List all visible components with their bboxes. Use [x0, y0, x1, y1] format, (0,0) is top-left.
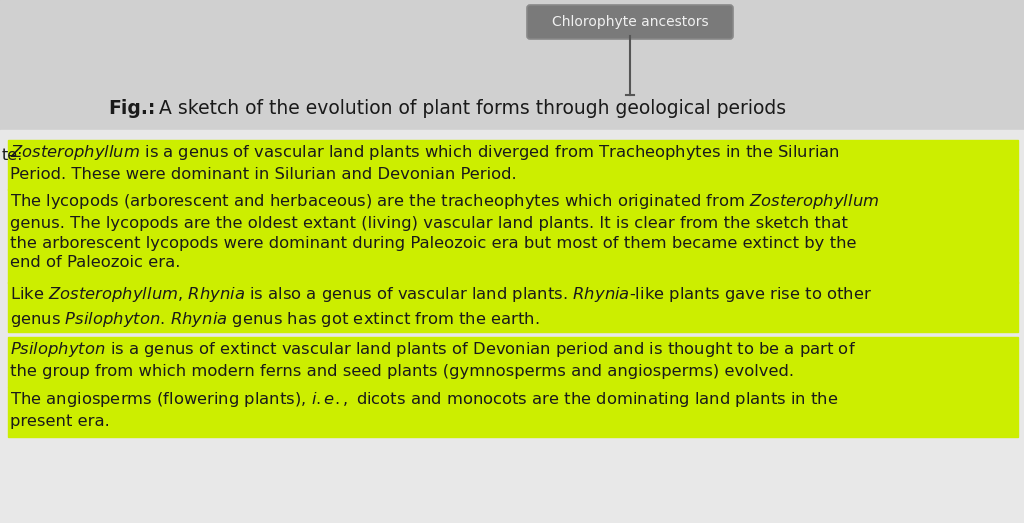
Text: Chlorophyte ancestors: Chlorophyte ancestors	[552, 15, 709, 29]
Text: Like $\it{Zosterophyllum}$, $\it{Rhynia}$ is also a genus of vascular land plant: Like $\it{Zosterophyllum}$, $\it{Rhynia}…	[10, 285, 872, 328]
Text: te:: te:	[2, 148, 24, 163]
Text: A sketch of the evolution of plant forms through geological periods: A sketch of the evolution of plant forms…	[153, 98, 786, 118]
Text: $\it{Psilophyton}$ is a genus of extinct vascular land plants of Devonian period: $\it{Psilophyton}$ is a genus of extinct…	[10, 340, 856, 379]
Bar	[0, 130, 1024, 523]
Bar	[8, 282, 1018, 332]
Text: The angiosperms (flowering plants), $\it{i.e.,}$ dicots and monocots are the dom: The angiosperms (flowering plants), $\it…	[10, 390, 839, 429]
Bar	[8, 337, 1018, 387]
Text: $\it{Zosterophyllum}$ is a genus of vascular land plants which diverged from Tra: $\it{Zosterophyllum}$ is a genus of vasc…	[10, 143, 840, 182]
FancyBboxPatch shape	[527, 5, 733, 39]
Text: Fig.:: Fig.:	[108, 98, 156, 118]
Bar	[8, 140, 1018, 190]
Bar	[8, 387, 1018, 437]
Bar	[8, 189, 1018, 283]
Text: The lycopods (arborescent and herbaceous) are the tracheophytes which originated: The lycopods (arborescent and herbaceous…	[10, 192, 880, 270]
Bar	[0, 0, 1024, 130]
